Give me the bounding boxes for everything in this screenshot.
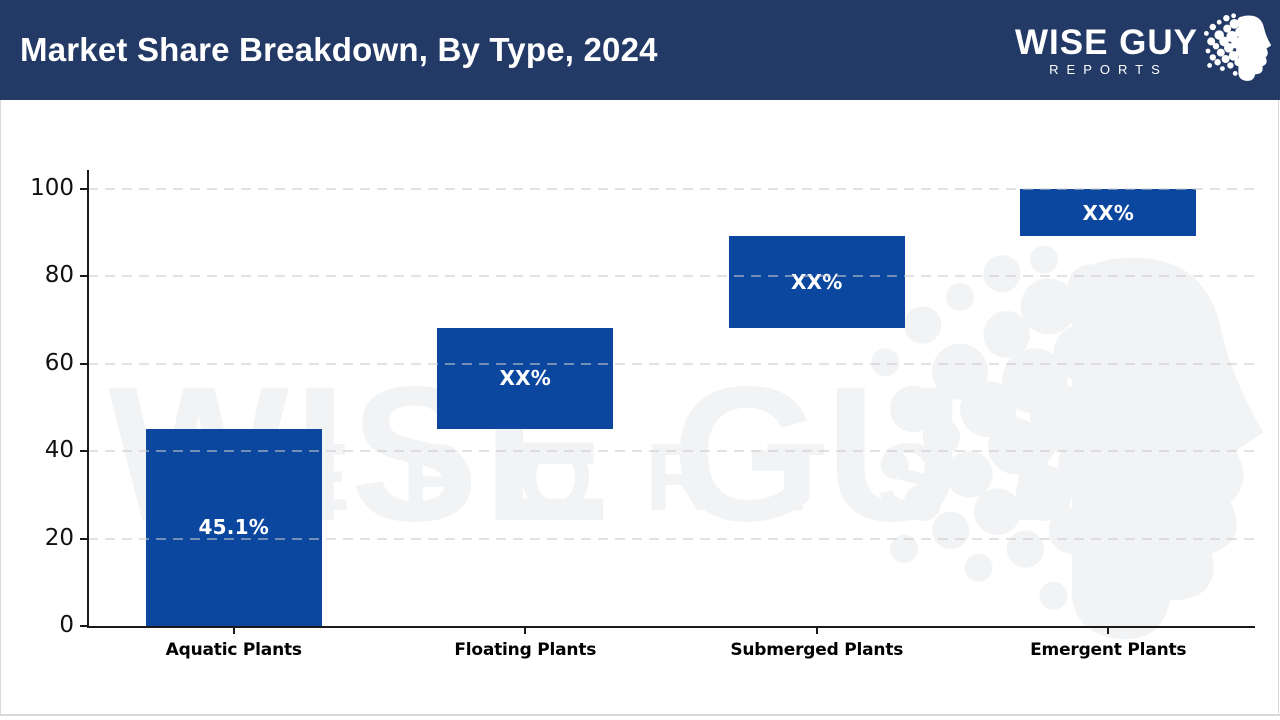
bar-value-label-floating-plants: XX% xyxy=(499,366,551,391)
frame-bottom-border xyxy=(0,714,1280,716)
y-tick-label-20: 20 xyxy=(44,524,74,551)
y-axis-line xyxy=(87,170,89,628)
x-tick-mark-floating-plants xyxy=(524,628,527,634)
gridline-100 xyxy=(88,188,1254,190)
x-axis-label-emergent-plants: Emergent Plants xyxy=(1030,640,1187,660)
x-axis-label-submerged-plants: Submerged Plants xyxy=(730,640,904,660)
y-tick-mark-100 xyxy=(80,188,87,190)
x-axis-label-aquatic-plants: Aquatic Plants xyxy=(165,640,302,660)
y-tick-mark-80 xyxy=(80,275,87,278)
gridline-60 xyxy=(88,362,1254,365)
x-tick-mark-aquatic-plants xyxy=(232,628,235,634)
logo-text: WISE GUY REPORTS xyxy=(1014,22,1198,78)
x-tick-mark-submerged-plants xyxy=(815,628,818,634)
header-bar: Market Share Breakdown, By Type, 2024 WI… xyxy=(0,0,1280,100)
gridline-20 xyxy=(88,537,1254,540)
y-tick-label-60: 60 xyxy=(44,349,74,376)
x-axis-label-floating-plants: Floating Plants xyxy=(454,640,597,660)
bar-floating-plants: XX% xyxy=(437,327,614,429)
y-tick-label-0: 0 xyxy=(59,612,74,638)
page-title: Market Share Breakdown, By Type, 2024 xyxy=(20,31,658,68)
bar-value-label-submerged-plants: XX% xyxy=(791,269,843,294)
gridline-40 xyxy=(88,450,1254,453)
y-tick-mark-60 xyxy=(80,362,87,365)
x-tick-mark-emergent-plants xyxy=(1107,628,1110,634)
bar-value-label-aquatic-plants: 45.1% xyxy=(198,515,269,540)
wiseguy-reports-logo: WISE GUY REPORTS xyxy=(1006,10,1272,92)
logo-wiseguy-label: WISE GUY xyxy=(1014,22,1198,62)
bar-value-label-emergent-plants: XX% xyxy=(1082,200,1134,225)
y-tick-mark-20 xyxy=(80,537,87,540)
y-tick-mark-0 xyxy=(80,625,87,627)
logo-reports-label: REPORTS xyxy=(1049,62,1168,78)
y-tick-label-40: 40 xyxy=(44,437,74,464)
y-tick-label-80: 80 xyxy=(44,262,74,289)
bar-emergent-plants: XX% xyxy=(1020,189,1197,237)
frame-right-border xyxy=(1278,100,1279,716)
y-tick-label-100: 100 xyxy=(30,175,74,201)
y-tick-mark-40 xyxy=(80,450,87,453)
x-axis-line xyxy=(87,626,1255,628)
bar-aquatic-plants: 45.1% xyxy=(145,428,322,626)
gridline-80 xyxy=(88,275,1254,278)
bar-submerged-plants: XX% xyxy=(728,236,905,328)
frame-left-border xyxy=(0,100,1,716)
